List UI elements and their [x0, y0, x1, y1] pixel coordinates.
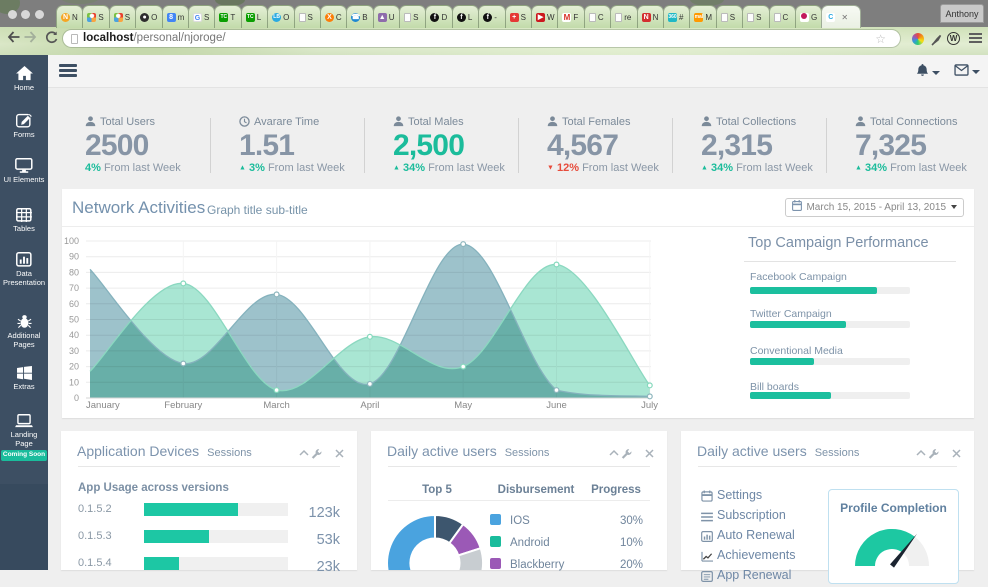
svg-text:20: 20: [69, 362, 79, 372]
svg-text:60: 60: [69, 299, 79, 309]
svg-text:May: May: [454, 400, 472, 411]
svg-text:June: June: [546, 400, 567, 411]
svg-text:100: 100: [64, 236, 79, 246]
svg-text:50: 50: [69, 315, 79, 325]
svg-text:80: 80: [69, 267, 79, 277]
svg-text:March: March: [263, 400, 289, 411]
svg-text:90: 90: [69, 252, 79, 262]
svg-text:70: 70: [69, 283, 79, 293]
svg-text:40: 40: [69, 330, 79, 340]
svg-text:July: July: [641, 400, 658, 411]
svg-text:April: April: [360, 400, 379, 411]
svg-text:10: 10: [69, 377, 79, 387]
svg-text:February: February: [164, 400, 202, 411]
svg-text:January: January: [86, 400, 120, 411]
svg-text:0: 0: [74, 393, 79, 403]
svg-text:30: 30: [69, 346, 79, 356]
